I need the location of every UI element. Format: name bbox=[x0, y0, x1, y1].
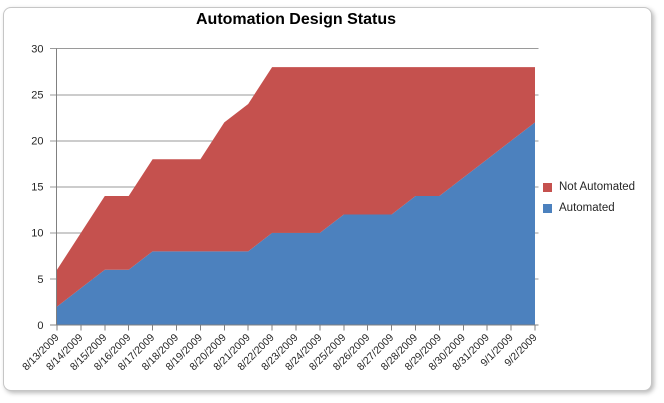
legend-swatch-automated bbox=[543, 203, 552, 213]
legend-item-not-automated: Not Automated bbox=[543, 181, 635, 193]
legend-label-automated: Automated bbox=[559, 202, 615, 214]
y-axis-tick-label: 25 bbox=[31, 90, 43, 102]
area-not-automated bbox=[57, 67, 535, 307]
y-axis-tick-label: 5 bbox=[37, 274, 43, 286]
y-axis-tick-label: 15 bbox=[31, 182, 43, 194]
y-axis-tick-label: 20 bbox=[31, 136, 43, 148]
y-axis-tick-label: 0 bbox=[37, 320, 43, 332]
chart-legend: Not Automated Automated bbox=[543, 181, 635, 223]
chart-title: Automation Design Status bbox=[195, 11, 396, 28]
legend-label-not-automated: Not Automated bbox=[559, 181, 636, 193]
legend-swatch-not-automated bbox=[543, 182, 552, 192]
area-automated bbox=[57, 122, 535, 325]
legend-item-automated: Automated bbox=[543, 202, 635, 214]
y-axis-tick-label: 30 bbox=[31, 44, 43, 56]
y-axis-tick-label: 10 bbox=[31, 228, 43, 240]
